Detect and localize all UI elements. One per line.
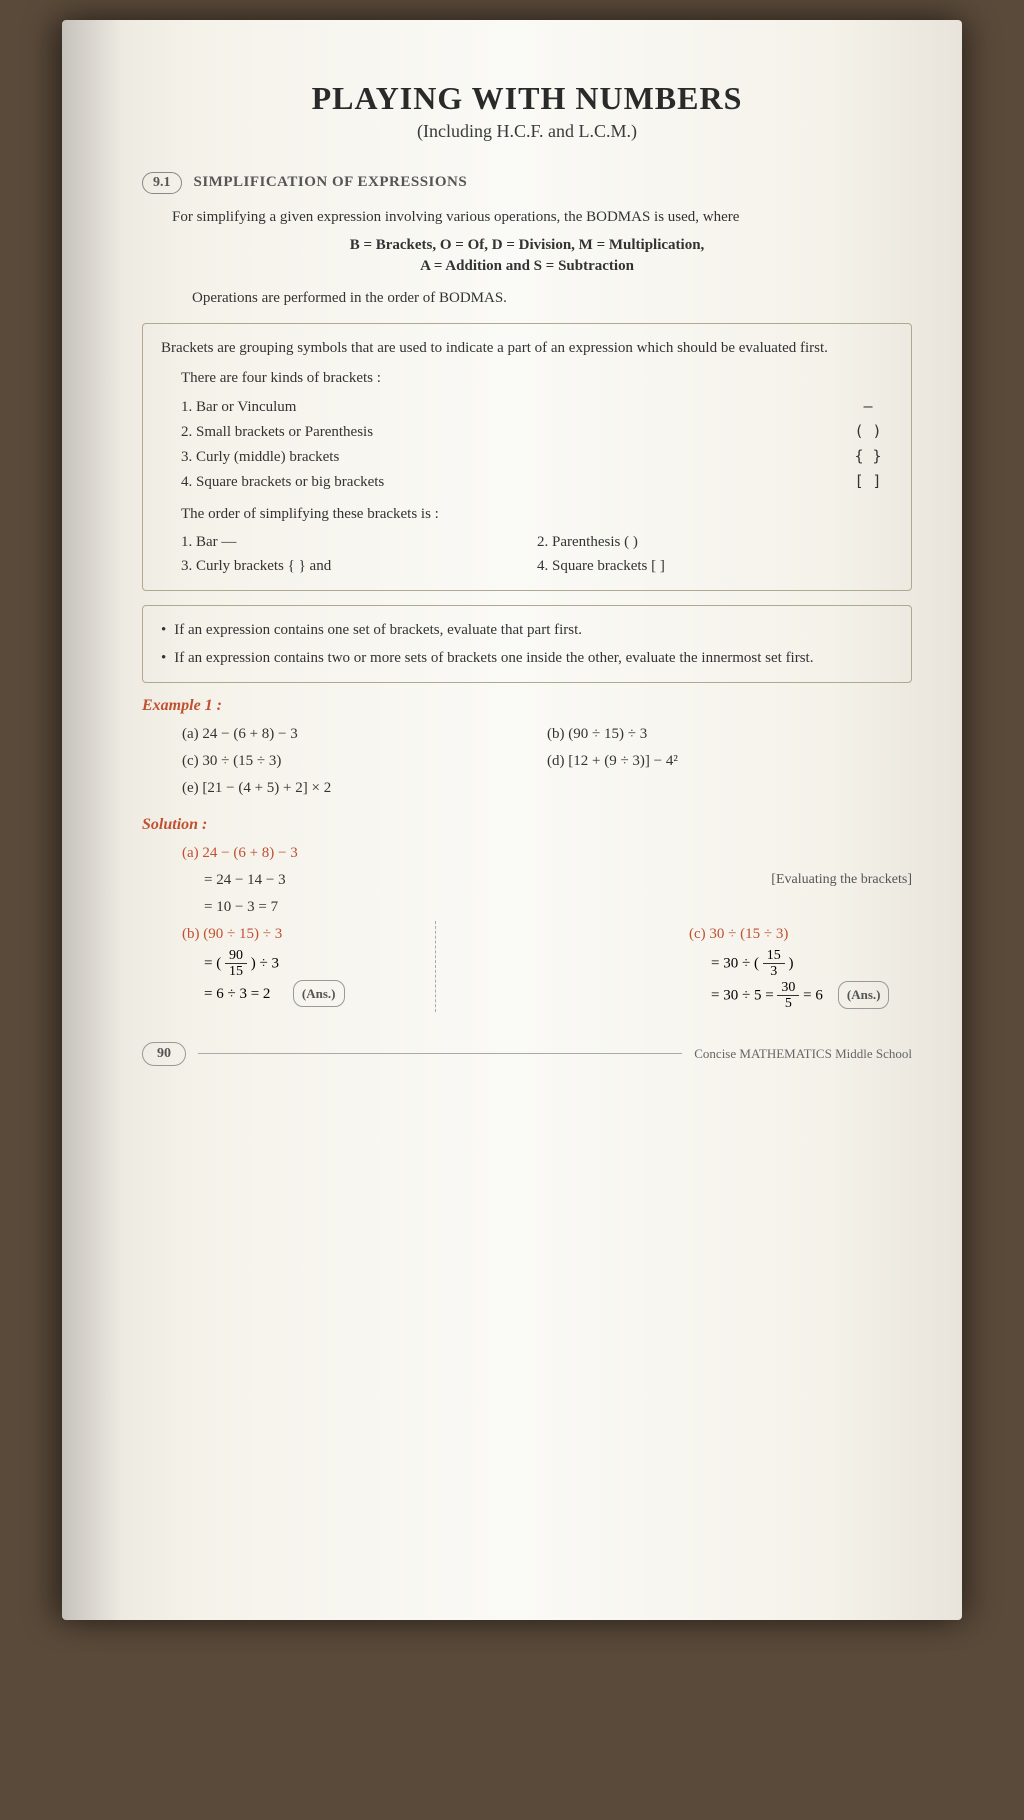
chapter-title: PLAYING WITH NUMBERS <box>142 80 912 117</box>
fraction-icon: 15 3 <box>763 948 785 980</box>
rules-box: • If an expression contains one set of b… <box>142 605 912 683</box>
solution-a: (a) 24 − (6 + 8) − 3 = 24 − 14 − 3 [Eval… <box>182 840 912 921</box>
footer-text: Concise MATHEMATICS Middle School <box>694 1046 912 1062</box>
solution-heading: Solution : <box>142 816 912 834</box>
bracket-kind-2: 2. Small brackets or Parenthesis ( ) <box>181 419 893 444</box>
ex1-c: (c) 30 ÷ (15 ÷ 3) <box>182 748 547 775</box>
chapter-subtitle: (Including H.C.F. and L.C.M.) <box>142 121 912 142</box>
order-row-2: 3. Curly brackets { } and 4. Square brac… <box>181 554 893 578</box>
example-1-heading: Example 1 : <box>142 697 912 715</box>
bodmas-order-note: Operations are performed in the order of… <box>192 287 912 310</box>
divider <box>435 921 659 1012</box>
section-intro: For simplifying a given expression invol… <box>172 206 912 229</box>
ex1-a: (a) 24 − (6 + 8) − 3 <box>182 721 547 748</box>
kinds-heading: There are four kinds of brackets : <box>181 366 893 390</box>
bracket-kind-3: 3. Curly (middle) brackets { } <box>181 444 893 469</box>
example-1-questions: (a) 24 − (6 + 8) − 3 (b) (90 ÷ 15) ÷ 3 (… <box>182 721 912 802</box>
brackets-intro: Brackets are grouping symbols that are u… <box>161 336 893 360</box>
order-heading: The order of simplifying these brackets … <box>181 502 893 526</box>
bodmas-def-2: A = Addition and S = Subtraction <box>142 258 912 275</box>
bullet-icon: • <box>161 618 166 642</box>
page-number: 90 <box>142 1042 186 1066</box>
brackets-box: Brackets are grouping symbols that are u… <box>142 323 912 591</box>
section-header: 9.1 SIMPLIFICATION OF EXPRESSIONS <box>142 172 912 194</box>
page-footer: 90 Concise MATHEMATICS Middle School <box>142 1042 912 1066</box>
bodmas-def-1: B = Brackets, O = Of, D = Division, M = … <box>142 237 912 254</box>
rule-1: If an expression contains one set of bra… <box>174 618 582 642</box>
ex1-b: (b) (90 ÷ 15) ÷ 3 <box>547 721 912 748</box>
solution-c: (c) 30 ÷ (15 ÷ 3) = 30 ÷ ( 15 3 ) = 30 ÷… <box>689 921 912 1012</box>
order-row-1: 1. Bar — 2. Parenthesis ( ) <box>181 530 893 554</box>
solution-b: (b) (90 ÷ 15) ÷ 3 = ( 90 15 ) ÷ 3 = 6 ÷ … <box>182 921 405 1012</box>
eval-note: [Evaluating the brackets] <box>771 867 912 892</box>
ex1-d: (d) [12 + (9 ÷ 3)] − 4² <box>547 748 912 775</box>
ans-badge: (Ans.) <box>293 980 345 1007</box>
textbook-page: PLAYING WITH NUMBERS (Including H.C.F. a… <box>62 20 962 1620</box>
solution-bc-row: (b) (90 ÷ 15) ÷ 3 = ( 90 15 ) ÷ 3 = 6 ÷ … <box>182 921 912 1012</box>
rule-2: If an expression contains two or more se… <box>174 646 813 670</box>
fraction-icon: 90 15 <box>225 948 247 980</box>
bracket-kind-1: 1. Bar or Vinculum — <box>181 394 893 419</box>
fraction-icon: 30 5 <box>777 980 799 1012</box>
section-title: SIMPLIFICATION OF EXPRESSIONS <box>194 174 468 191</box>
bullet-icon: • <box>161 646 166 670</box>
bracket-kind-4: 4. Square brackets or big brackets [ ] <box>181 469 893 494</box>
ans-badge: (Ans.) <box>838 981 890 1008</box>
ex1-e: (e) [21 − (4 + 5) + 2] × 2 <box>182 775 547 802</box>
section-number: 9.1 <box>142 172 182 194</box>
